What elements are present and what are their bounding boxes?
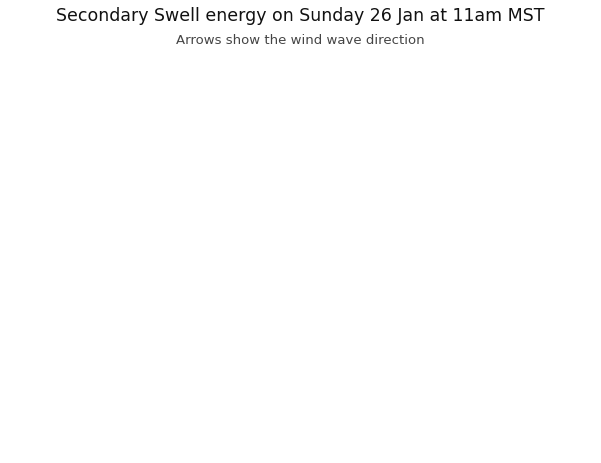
Text: cartopy not available: cartopy not available	[227, 250, 374, 263]
Text: Secondary Swell energy on Sunday 26 Jan at 11am MST: Secondary Swell energy on Sunday 26 Jan …	[56, 7, 545, 25]
Text: Arrows show the wind wave direction: Arrows show the wind wave direction	[176, 33, 425, 46]
